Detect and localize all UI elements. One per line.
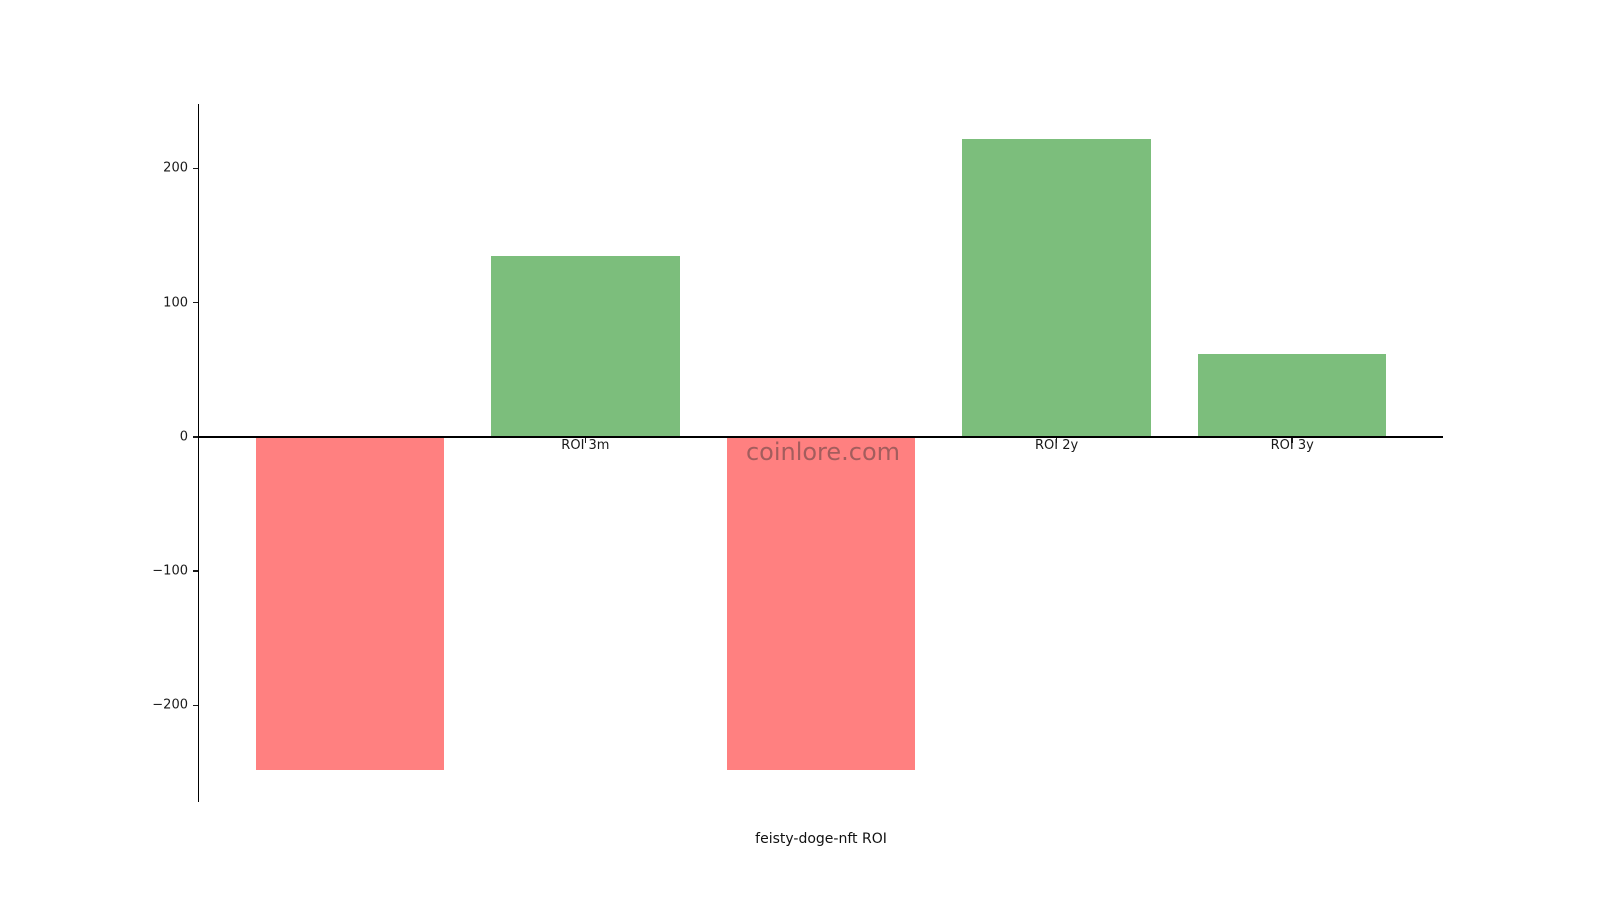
x-tick-mark [1291,436,1293,443]
y-tick-label: 0 [179,429,188,445]
negative-roi-bar [726,436,916,770]
x-tick-label: ROI 3y [1270,437,1314,453]
y-tick-mark [193,704,199,707]
y-tick-mark [193,436,199,438]
y-tick-mark [193,167,199,170]
positive-roi-bar [1197,353,1387,437]
negative-roi-bar [255,436,445,770]
y-tick-label: −100 [152,563,188,579]
y-tick-label: 200 [163,160,188,176]
y-tick-mark [193,570,199,572]
x-tick-mark [584,436,587,443]
chart-title: feisty-doge-nft ROI [755,831,887,847]
watermark: coinlore.com [745,437,901,466]
positive-roi-bar [962,138,1151,437]
y-tick-mark [193,301,199,304]
positive-roi-bar [491,255,680,437]
x-axis-zero-line [197,436,1443,438]
x-tick-label: ROI 3m [561,437,610,453]
y-tick-label: 100 [163,295,188,311]
y-tick-label: −200 [152,697,188,713]
x-tick-mark [1055,436,1058,443]
x-tick-label: ROI 2y [1034,437,1079,453]
y-axis-line [197,104,199,802]
